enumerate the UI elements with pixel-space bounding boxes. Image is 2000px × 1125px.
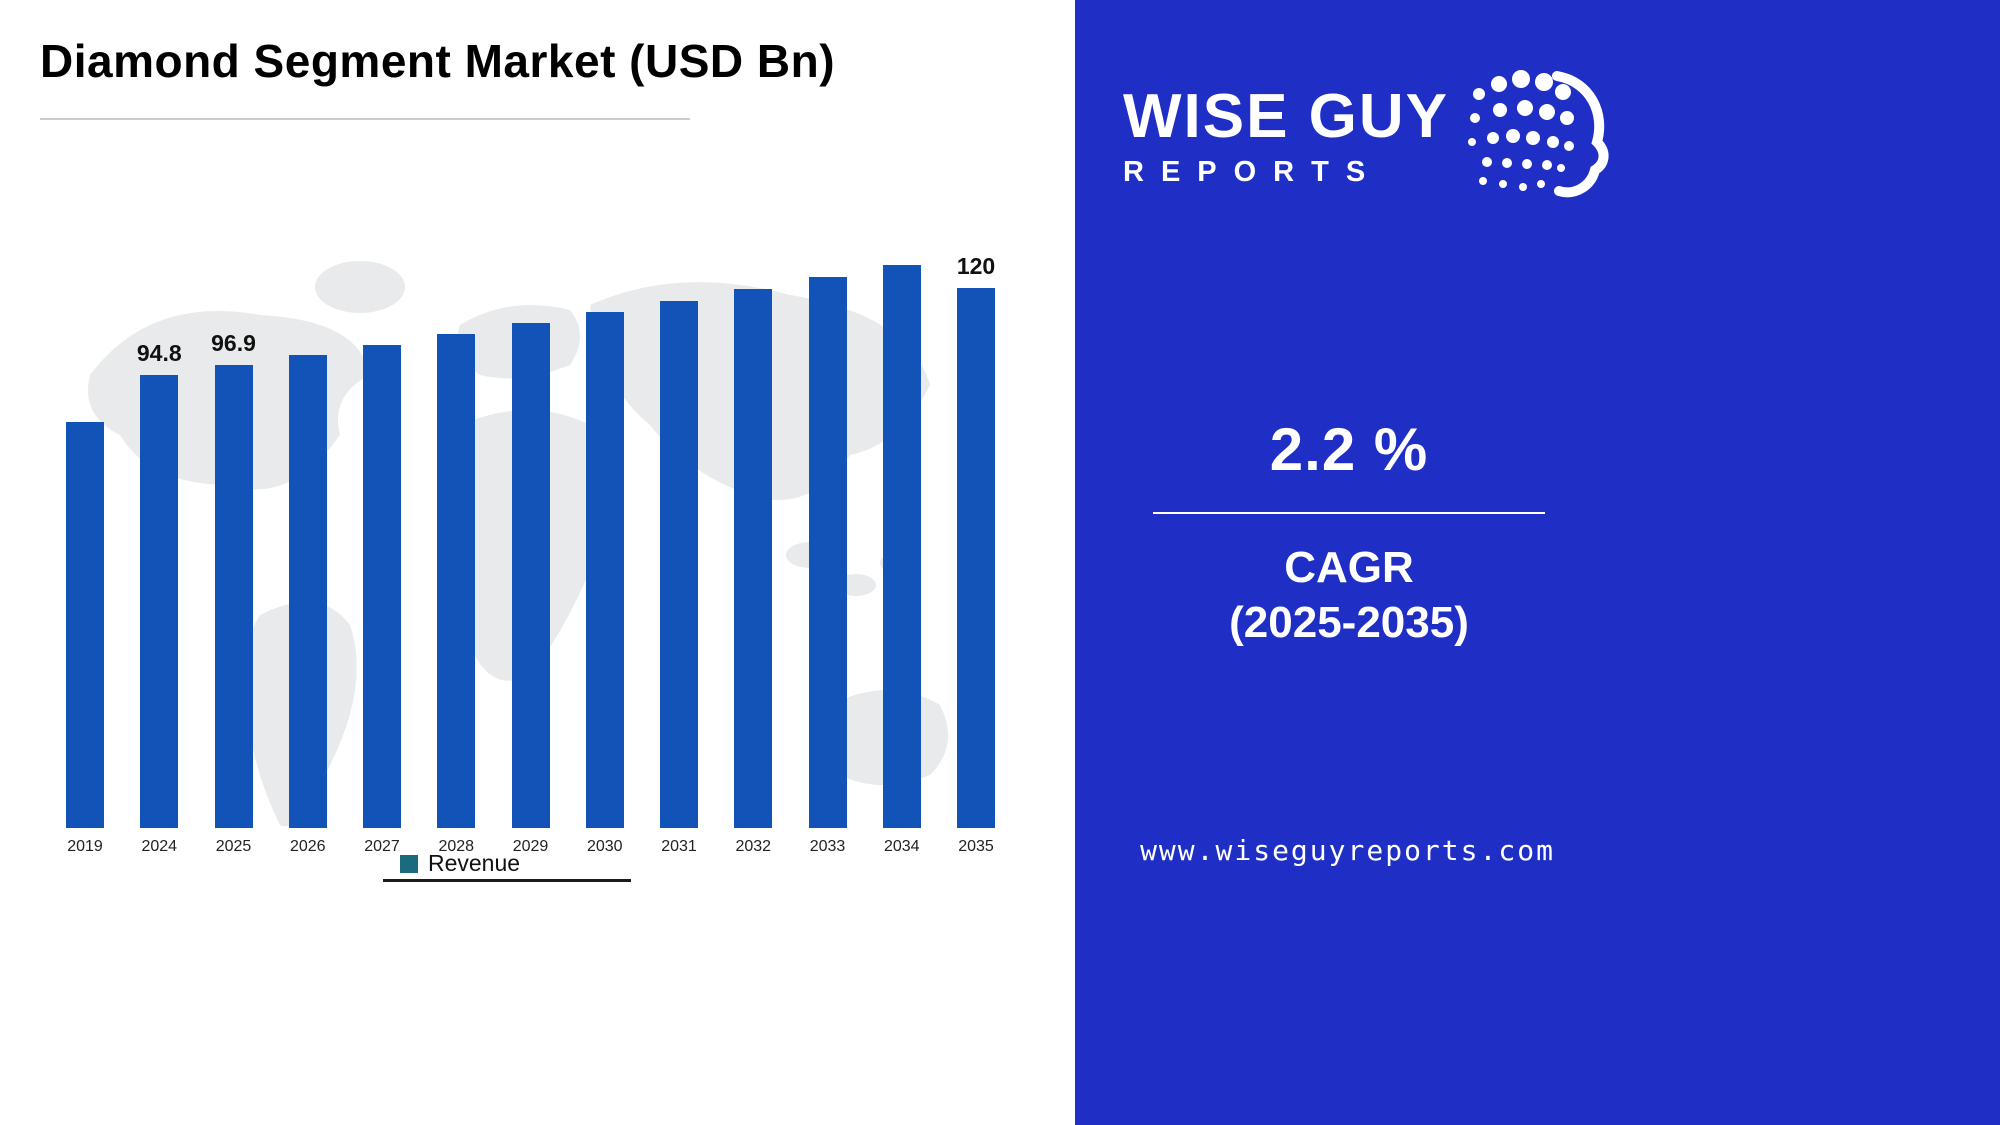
legend-swatch bbox=[399, 854, 418, 873]
cagr-divider bbox=[1153, 512, 1545, 514]
bar-2019[interactable] bbox=[66, 422, 104, 828]
brand-logo-text: WISE GUY REPORTS bbox=[1123, 81, 1450, 188]
chart-legend[interactable]: Revenue bbox=[0, 850, 920, 877]
bar-2035[interactable] bbox=[957, 288, 995, 828]
logo-wordmark-bottom: REPORTS bbox=[1123, 155, 1383, 188]
x-axis-label-2031: 2031 bbox=[661, 838, 697, 855]
bar-column-2019: 2019 bbox=[48, 253, 122, 855]
x-axis-label-2026: 2026 bbox=[289, 838, 326, 855]
bar-2031[interactable] bbox=[660, 301, 698, 828]
x-axis-label-2032: 2032 bbox=[735, 838, 772, 855]
bar-2034[interactable] bbox=[882, 265, 921, 828]
title-underline bbox=[40, 118, 690, 120]
dotted-head-icon bbox=[1468, 70, 1609, 198]
x-axis-label-2029: 2029 bbox=[512, 838, 549, 855]
bar-2027[interactable] bbox=[363, 345, 401, 828]
brand-panel: WISE GUY REPORTS bbox=[1075, 0, 2000, 1125]
bar-2025[interactable] bbox=[214, 365, 253, 828]
bar-column-2032: 2032 bbox=[716, 253, 790, 855]
x-axis-label-2027: 2027 bbox=[364, 838, 400, 855]
bar-2030[interactable] bbox=[585, 312, 624, 828]
bar-plot: 2019 94.8 2024 96.9 2025 2026 2027 2028 2029 2030… bbox=[48, 253, 1013, 855]
x-axis-label-2034: 2034 bbox=[883, 838, 920, 855]
bar-column-2030: 2030 bbox=[568, 253, 642, 855]
bar-column-2027: 2027 bbox=[345, 253, 419, 855]
x-axis-label-2035: 2035 bbox=[958, 838, 994, 855]
bar-value-label-2024: 94.8 bbox=[136, 340, 182, 366]
bar-column-2033: 2033 bbox=[791, 253, 865, 855]
x-axis-label-2019: 2019 bbox=[67, 838, 103, 855]
bar-column-2029: 2029 bbox=[494, 253, 568, 855]
bar-2026[interactable] bbox=[288, 355, 327, 828]
bar-column-2035: 120 2035 bbox=[939, 253, 1013, 855]
bar-2028[interactable] bbox=[437, 334, 476, 828]
bar-2033[interactable] bbox=[808, 277, 847, 828]
brand-logo: WISE GUY REPORTS bbox=[1123, 66, 1610, 206]
cagr-label: CAGR bbox=[1284, 543, 1414, 592]
bar-column-2024: 94.8 2024 bbox=[122, 253, 196, 855]
chart-section: Diamond Segment Market (USD Bn) 2019 94.8… bbox=[0, 35, 1013, 882]
bar-column-2028: 2028 bbox=[419, 253, 493, 855]
x-axis-label-2028: 2028 bbox=[438, 838, 475, 855]
x-axis-label-2033: 2033 bbox=[809, 838, 846, 855]
bar-column-2026: 2026 bbox=[271, 253, 345, 855]
logo-wordmark-top: WISE GUY bbox=[1123, 81, 1450, 151]
x-axis-label-2030: 2030 bbox=[586, 838, 623, 855]
legend-label: Revenue bbox=[427, 850, 521, 876]
chart-title: Diamond Segment Market (USD Bn) bbox=[40, 35, 836, 87]
cagr-block: 2.2 % CAGR (2025-2035) bbox=[1153, 415, 1545, 650]
bar-2032[interactable] bbox=[734, 289, 773, 828]
cagr-period: (2025-2035) bbox=[1229, 598, 1469, 647]
cagr-value: 2.2 % bbox=[1269, 416, 1429, 483]
bar-column-2025: 96.9 2025 bbox=[197, 253, 271, 855]
x-axis-label-2024: 2024 bbox=[141, 838, 178, 855]
bar-value-label-2025: 96.9 bbox=[211, 330, 256, 356]
bar-value-label-2035: 120 bbox=[956, 253, 996, 279]
website-url: www.wiseguyreports.com bbox=[1140, 834, 1555, 867]
bar-column-2031: 2031 bbox=[642, 253, 716, 855]
x-axis-label-2025: 2025 bbox=[215, 838, 252, 855]
bar-column-2034: 2034 bbox=[865, 253, 939, 855]
bottom-divider bbox=[383, 879, 631, 882]
bar-2024[interactable] bbox=[140, 375, 179, 828]
bar-2029[interactable] bbox=[511, 323, 550, 828]
